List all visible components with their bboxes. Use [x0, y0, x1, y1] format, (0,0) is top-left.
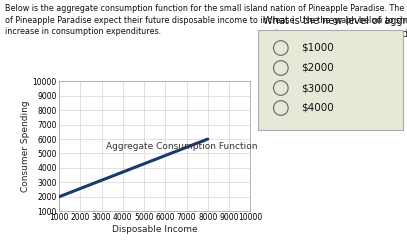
Text: $4000: $4000 — [301, 103, 334, 113]
Text: What is the new level of aggregate
autonomous consumer spending?: What is the new level of aggregate auton… — [263, 16, 407, 40]
Text: $1000: $1000 — [301, 43, 334, 53]
Text: Aggregate Consumption Function: Aggregate Consumption Function — [106, 142, 257, 150]
Text: $2000: $2000 — [301, 63, 334, 73]
Y-axis label: Consumer Spending: Consumer Spending — [21, 100, 30, 192]
Text: $3000: $3000 — [301, 83, 334, 93]
Text: Below is the aggregate consumption function for the small island nation of Pinea: Below is the aggregate consumption funct… — [5, 4, 407, 36]
X-axis label: Disposable Income: Disposable Income — [112, 225, 197, 234]
